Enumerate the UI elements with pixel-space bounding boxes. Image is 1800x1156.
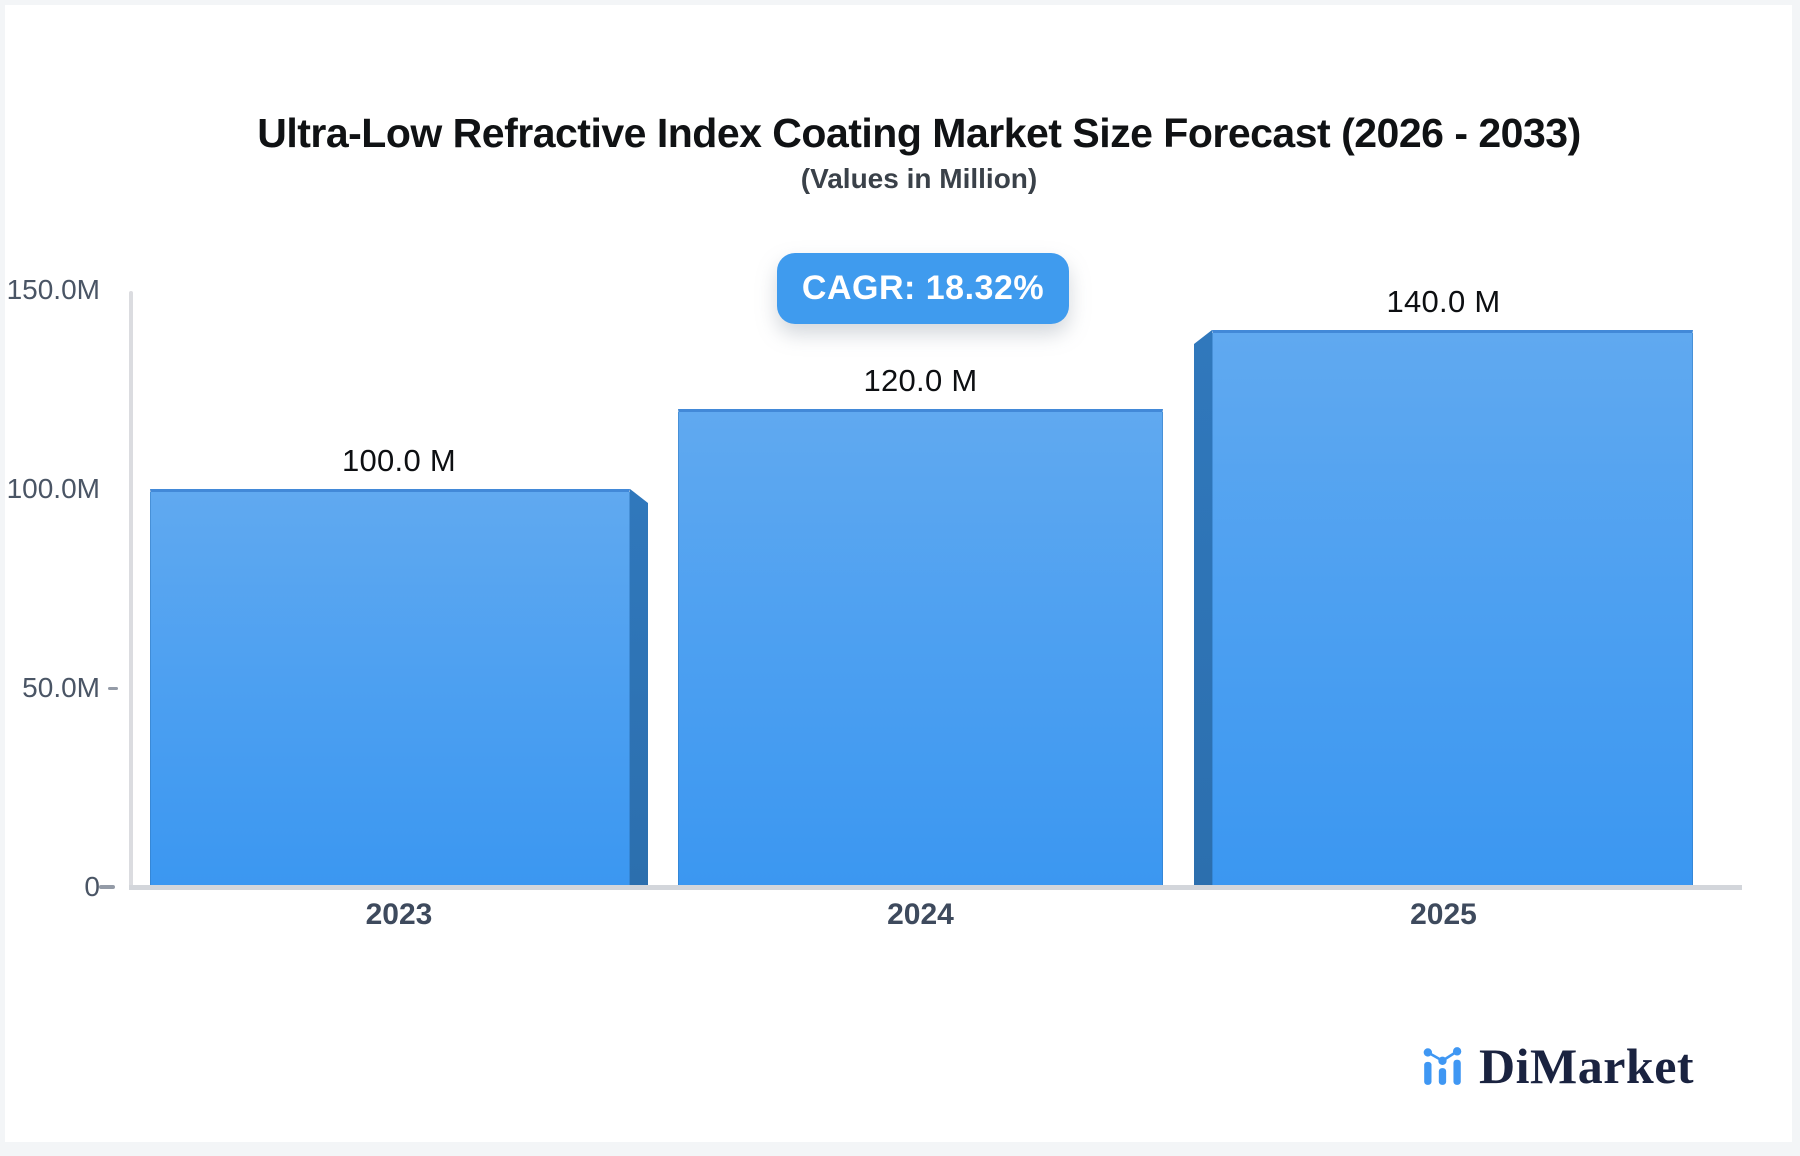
bar-2023[interactable] <box>150 489 648 885</box>
bar-chart-logo-icon <box>1423 1047 1462 1085</box>
y-axis-tick-label: 150.0M <box>6 274 100 305</box>
y-axis-tick-label: 50.0M <box>22 672 100 703</box>
bar-face[interactable] <box>150 489 630 885</box>
bar-value-label: 120.0 M <box>863 363 978 398</box>
x-axis-category-label: 2024 <box>887 898 954 931</box>
brand-name: DiMarket <box>1479 1038 1695 1094</box>
y-axis-tick-mark <box>108 687 118 690</box>
x-axis-category-label: 2023 <box>365 898 433 931</box>
cagr-badge-label: CAGR: 18.32% <box>801 269 1045 307</box>
bar-face[interactable] <box>678 409 1163 885</box>
y-axis-line <box>129 291 133 887</box>
bar-value-label: 140.0 M <box>1386 284 1501 319</box>
bar-2025[interactable] <box>1194 330 1693 885</box>
y-axis-tick-label: 0 <box>84 871 100 902</box>
bar-face[interactable] <box>1212 330 1693 885</box>
y-axis-tick-label: 100.0M <box>6 473 100 504</box>
y-axis-tick-mark <box>99 885 115 889</box>
x-axis-line <box>129 885 1742 890</box>
brand-logo: DiMarket <box>1420 1040 1694 1092</box>
chart-subtitle: (Values in Million) <box>800 163 1038 194</box>
cagr-badge: CAGR: 18.32% <box>777 253 1069 324</box>
bar-3d-side <box>630 489 648 885</box>
x-axis-category-label: 2025 <box>1410 898 1477 931</box>
bar-3d-side <box>1194 330 1212 885</box>
bar-2024[interactable] <box>678 409 1163 885</box>
bar-value-label: 100.0 M <box>341 443 457 478</box>
chart-title: Ultra-Low Refractive Index Coating Marke… <box>257 110 1581 156</box>
